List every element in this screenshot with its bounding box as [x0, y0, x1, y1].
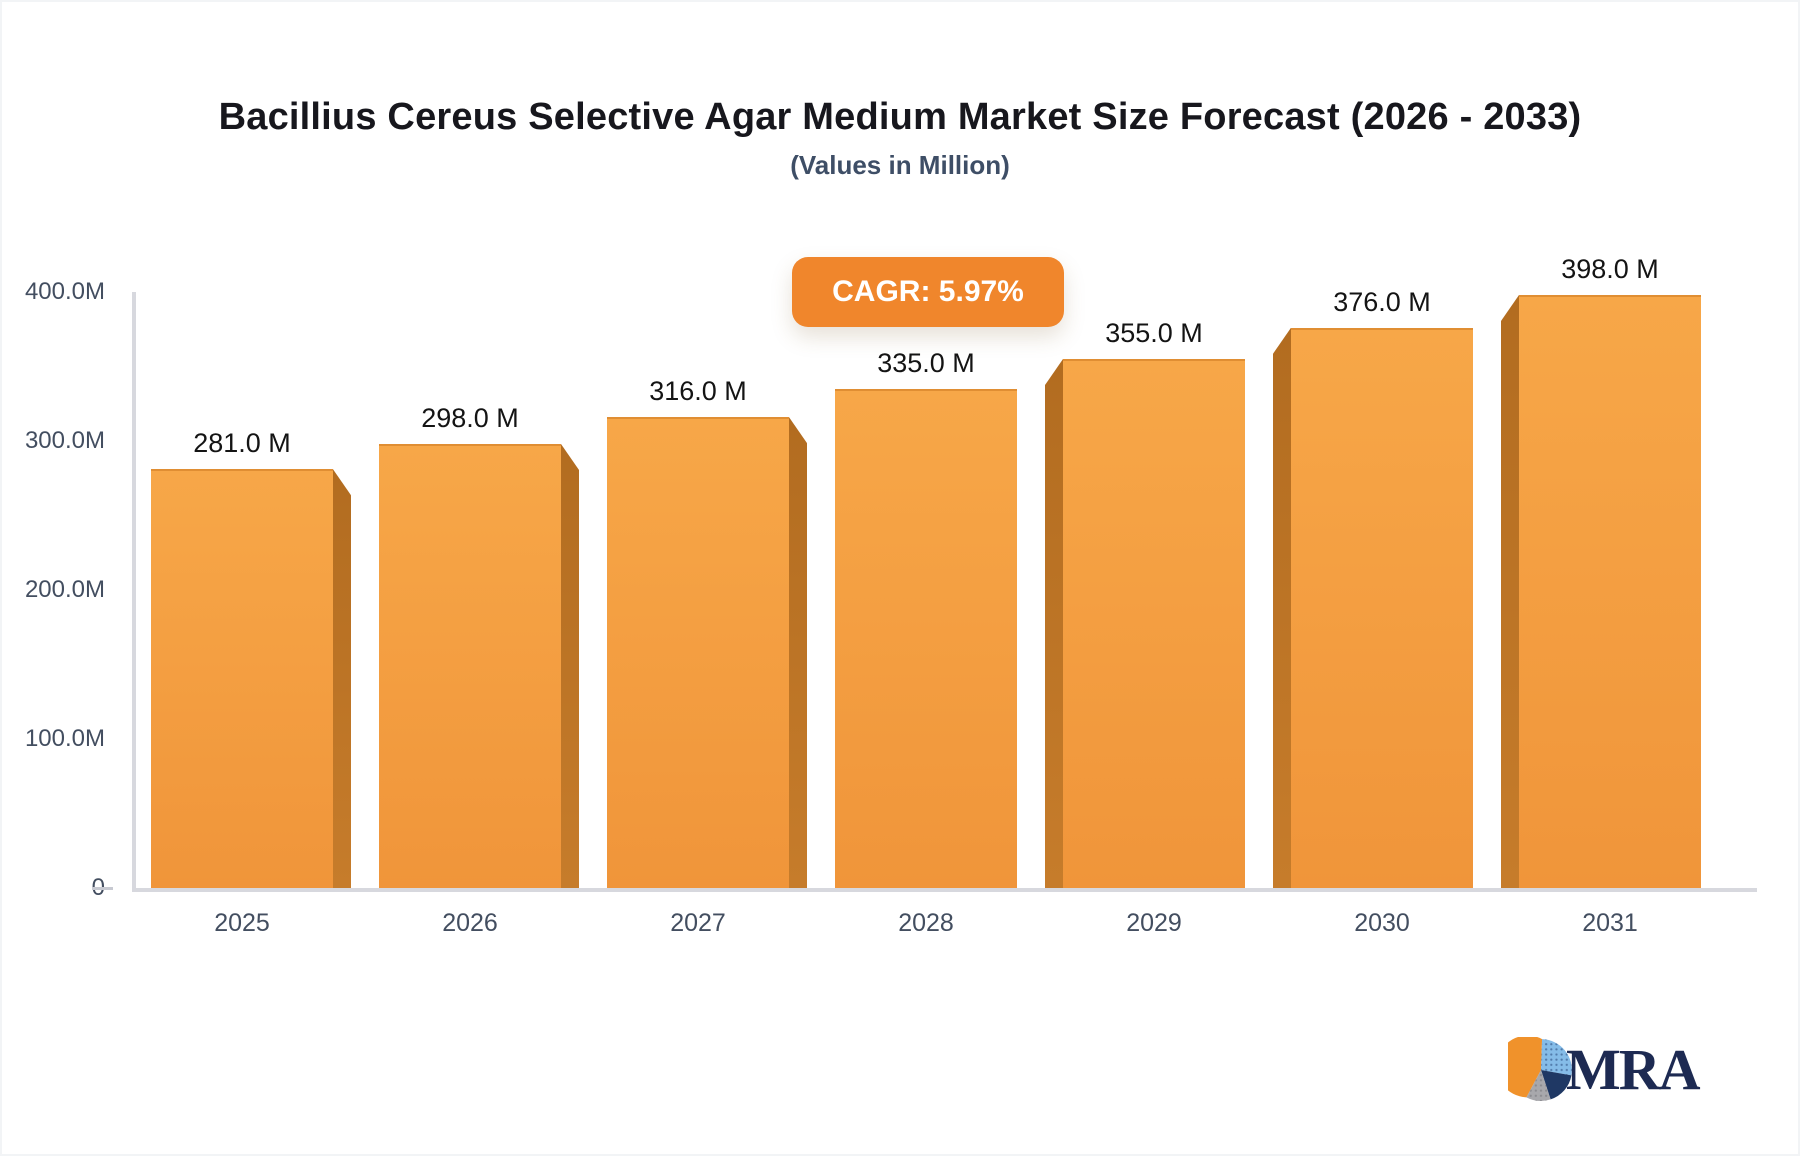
bar-value-label-2026: 298.0 M — [421, 402, 519, 433]
cagr-badge-label: CAGR: 5.97% — [832, 275, 1024, 308]
x-axis-tick-label-2025: 2025 — [214, 909, 270, 937]
bar-3d-side-2031 — [1501, 294, 1519, 888]
brand-logo-text: MRA — [1566, 1037, 1701, 1102]
bar-value-label-2027: 316.0 M — [649, 376, 747, 407]
y-axis-line — [132, 292, 136, 892]
bar-2031 — [1519, 294, 1701, 888]
bar-value-label-2029: 355.0 M — [1105, 318, 1203, 349]
x-axis-tick-label-2027: 2027 — [670, 909, 726, 937]
bar-2029 — [1063, 359, 1245, 888]
bar-value-label-2025: 281.0 M — [193, 428, 291, 459]
bar-value-label-2031: 398.0 M — [1561, 253, 1659, 284]
bar-2030 — [1291, 327, 1473, 888]
bar-3d-side-2026 — [561, 443, 579, 888]
x-axis-tick-label-2031: 2031 — [1582, 909, 1638, 937]
pie-chart-logo-icon — [1508, 1036, 1572, 1101]
y-axis-tick-label: 300.0M — [24, 427, 105, 454]
bar-3d-side-2027 — [789, 417, 807, 888]
x-axis-tick-label-2028: 2028 — [898, 909, 954, 937]
bar-3d-side-2025 — [333, 469, 351, 888]
bar-2027 — [607, 417, 789, 888]
bar-2026 — [379, 443, 561, 888]
x-axis-tick-label-2030: 2030 — [1354, 909, 1410, 937]
y-axis-tick-label: 100.0M — [24, 725, 105, 752]
y-axis-tick-label: 0 — [2, 873, 105, 903]
y-axis-zero-tick — [92, 887, 113, 890]
bar-value-label-2030: 376.0 M — [1333, 286, 1431, 317]
x-axis-tick-label-2029: 2029 — [1126, 909, 1182, 937]
chart-subtitle: (Values in Million) — [790, 150, 1010, 180]
chart-title: Bacillius Cereus Selective Agar Medium M… — [218, 96, 1582, 138]
x-axis-line — [132, 888, 1757, 892]
bar-value-label-2028: 335.0 M — [877, 347, 975, 378]
y-axis-tick-label: 400.0M — [24, 278, 105, 305]
y-axis-tick-label: 200.0M — [24, 576, 105, 603]
bar-2025 — [151, 469, 333, 888]
bar-3d-side-2030 — [1273, 327, 1291, 888]
cagr-badge: CAGR: 5.97% — [792, 257, 1064, 327]
brand-logo: MRA — [1508, 1036, 1701, 1103]
bar-2028 — [835, 388, 1017, 888]
x-axis-tick-label-2026: 2026 — [442, 909, 498, 937]
bar-3d-side-2029 — [1045, 359, 1063, 888]
